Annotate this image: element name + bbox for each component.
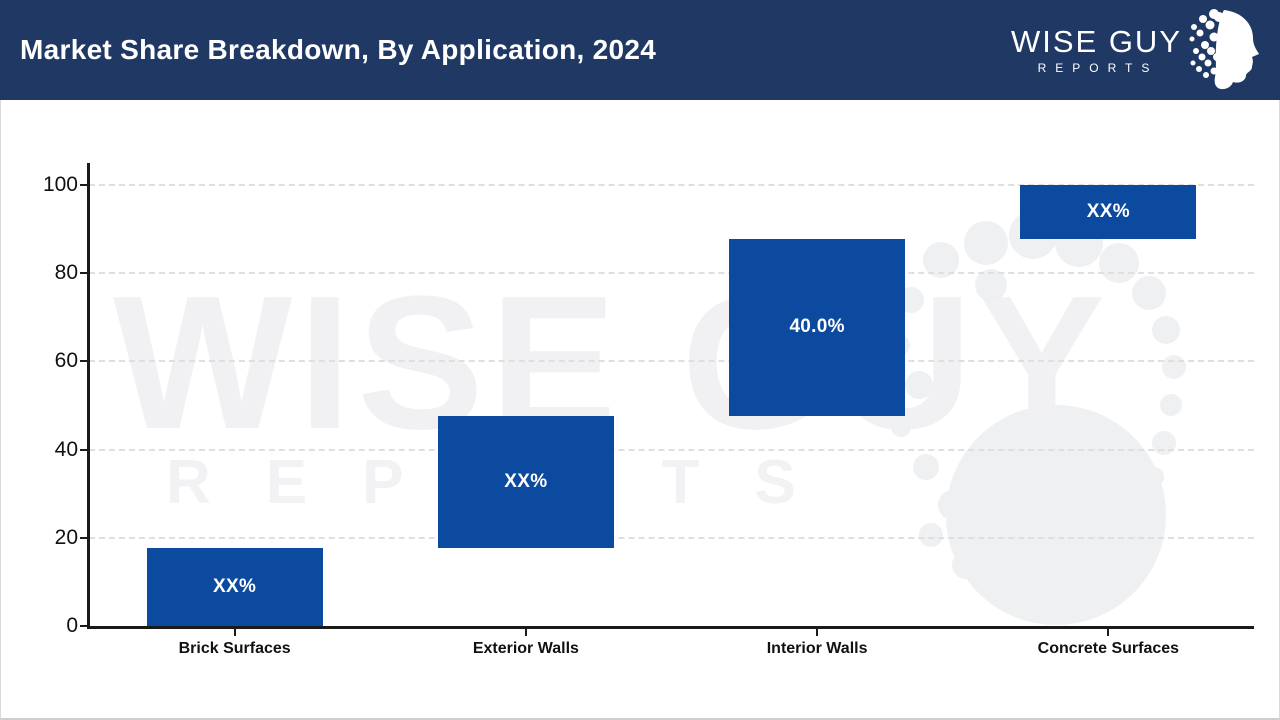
- gridline-20: [89, 536, 1254, 539]
- brand-logo: WISE GUY REPORTS: [1011, 5, 1280, 96]
- bar-value-label-interior-walls: 40.0%: [789, 316, 845, 338]
- y-tick-100: [80, 184, 89, 186]
- x-tick-label-concrete-surfaces: Concrete Surfaces: [1037, 640, 1180, 657]
- y-tick-60: [80, 360, 89, 363]
- y-tick-80: [80, 272, 89, 275]
- y-tick-label-100: 100: [42, 173, 78, 196]
- x-tick-exterior-walls: [524, 628, 527, 636]
- gridline-40: [89, 448, 1254, 451]
- y-tick-label-80: 80: [54, 261, 78, 285]
- x-tick-label-exterior-walls: Exterior Walls: [472, 640, 579, 657]
- gridline-80: [89, 272, 1254, 275]
- y-tick-label-60: 60: [54, 349, 78, 373]
- watermark-dotted-head-icon: [871, 211, 1191, 640]
- y-tick-20: [80, 536, 89, 539]
- brand-logo-text: WISE GUY REPORTS: [1011, 26, 1182, 74]
- bar-value-label-brick-surfaces: XX%: [213, 575, 257, 597]
- dotted-head-profile-icon: [1186, 5, 1262, 96]
- y-tick-label-40: 40: [54, 437, 78, 461]
- x-tick-brick-surfaces: [233, 628, 236, 636]
- bar-interior-walls: 40.0%: [729, 239, 906, 416]
- y-tick-label-0: 0: [66, 614, 78, 637]
- header-bar: Market Share Breakdown, By Application, …: [0, 0, 1280, 100]
- brand-name: WISE GUY: [1010, 24, 1182, 59]
- bar-exterior-walls: XX%: [437, 415, 614, 548]
- y-tick-0: [80, 625, 89, 627]
- x-tick-interior-walls: [816, 628, 819, 636]
- x-axis-line: [87, 626, 1254, 629]
- gridline-100: [89, 184, 1254, 186]
- y-tick-label-20: 20: [54, 525, 78, 549]
- x-tick-label-interior-walls: Interior Walls: [766, 640, 868, 657]
- y-tick-40: [80, 448, 89, 451]
- bar-value-label-exterior-walls: XX%: [504, 470, 548, 492]
- brand-subname: REPORTS: [1037, 61, 1159, 75]
- bar-brick-surfaces: XX%: [146, 547, 323, 626]
- x-tick-label-brick-surfaces: Brick Surfaces: [178, 640, 291, 657]
- x-tick-concrete-surfaces: [1107, 628, 1110, 636]
- bar-concrete-surfaces: XX%: [1020, 185, 1197, 240]
- y-axis-line: [87, 163, 90, 628]
- page-title: Market Share Breakdown, By Application, …: [20, 34, 657, 65]
- gridline-60: [89, 360, 1254, 363]
- bar-value-label-concrete-surfaces: XX%: [1086, 201, 1130, 223]
